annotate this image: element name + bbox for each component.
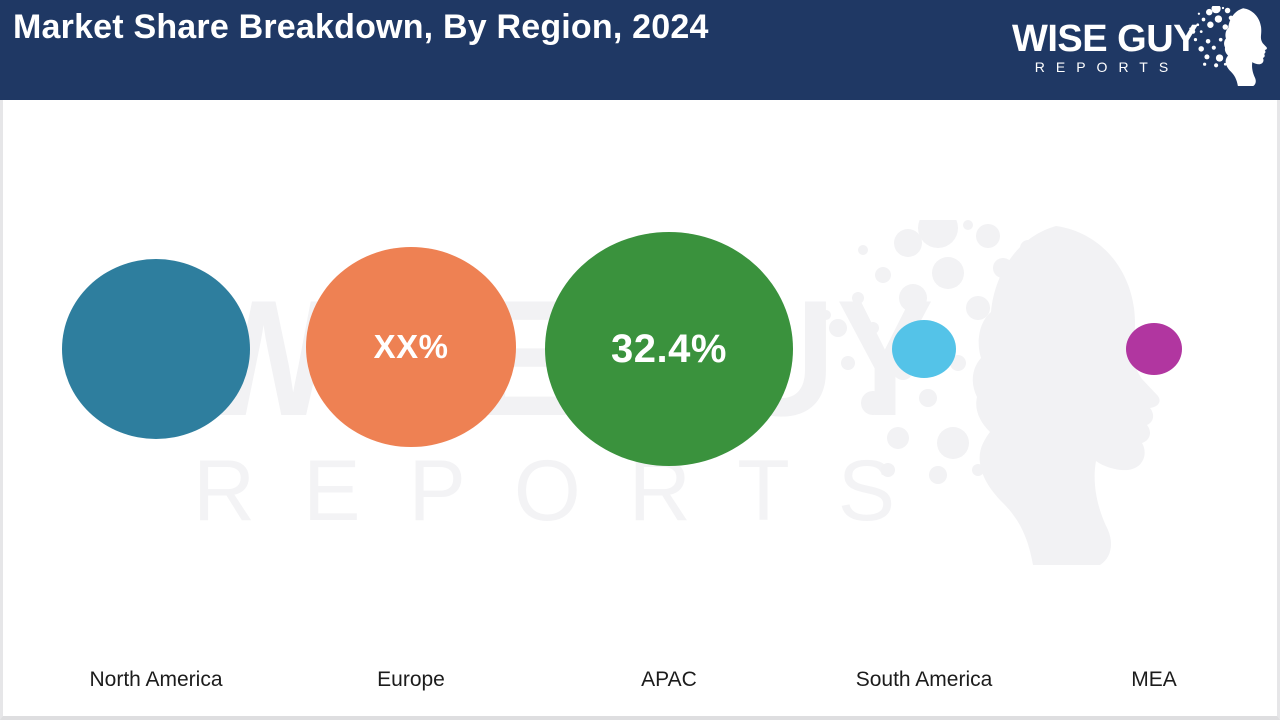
bubble-south-america	[892, 320, 956, 378]
watermark-line2: REPORTS	[193, 443, 944, 539]
category-label-europe: Europe	[377, 668, 445, 691]
watermark-head-icon	[821, 220, 1160, 565]
header: Market Share Breakdown, By Region, 2024 …	[0, 0, 1280, 100]
bubble-apac: 32.4%	[545, 232, 793, 466]
brand-subtitle: REPORTS	[1034, 58, 1180, 75]
category-label-south-america: South America	[855, 668, 993, 691]
bubble-europe: XX%	[306, 247, 516, 447]
brand-logo: WISE GUY REPORTS	[1012, 6, 1270, 88]
bubble-chart: WISE GUY REPORTS	[0, 100, 1280, 720]
bubble-north-america	[62, 259, 250, 439]
page-title: Market Share Breakdown, By Region, 2024	[13, 8, 709, 46]
category-label-apac: APAC	[641, 668, 697, 691]
category-label-mea: MEA	[1131, 668, 1177, 691]
brand-head-icon	[1189, 6, 1267, 86]
bubble-value-label: XX%	[373, 328, 449, 365]
bubble-mea	[1126, 323, 1182, 375]
bubble-value-label: 32.4%	[611, 326, 727, 371]
category-label-north-america: North America	[89, 668, 223, 691]
brand-name: WISE GUY	[1011, 17, 1199, 60]
brand-logo-text: WISE GUY REPORTS	[1011, 17, 1199, 75]
